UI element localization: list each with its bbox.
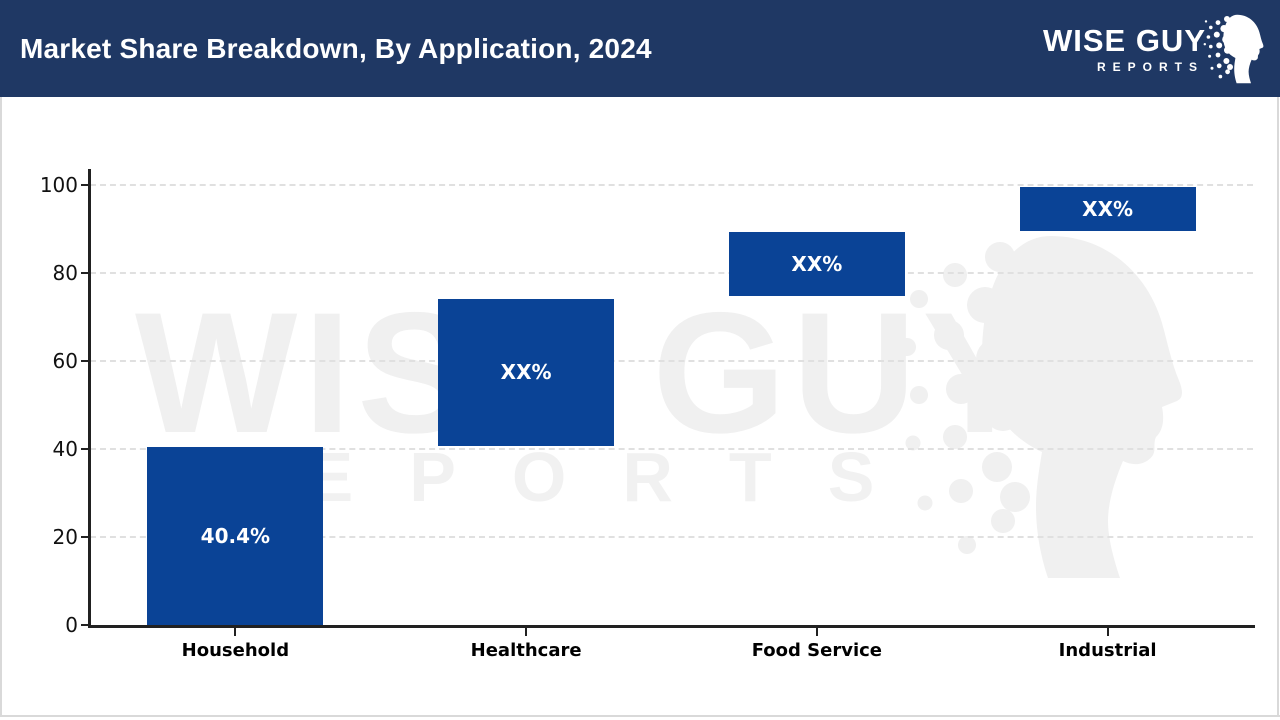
grid-line bbox=[90, 184, 1253, 187]
frame-border-bottom bbox=[0, 715, 1280, 717]
logo-head-icon bbox=[1203, 14, 1264, 84]
y-tick-mark bbox=[81, 272, 89, 275]
bar-value-label: 40.4% bbox=[200, 524, 271, 549]
bar-value-label: XX% bbox=[791, 252, 843, 277]
grid-line bbox=[90, 536, 1253, 539]
x-category-label: Food Service bbox=[751, 640, 883, 661]
page-title: Market Share Breakdown, By Application, … bbox=[20, 32, 652, 64]
x-tick-mark bbox=[525, 628, 528, 636]
y-tick-label: 40 bbox=[52, 437, 78, 462]
x-tick-mark bbox=[234, 628, 237, 636]
y-tick-mark bbox=[81, 360, 89, 363]
y-tick-mark bbox=[81, 184, 89, 187]
y-tick-label: 100 bbox=[39, 173, 78, 198]
y-tick-mark bbox=[81, 624, 89, 626]
plot-area: 40.4% XX% XX% XX% bbox=[90, 170, 1253, 625]
chart-area: 40.4% XX% XX% XX% 0 20 40 60 80 100 Household Hea… bbox=[0, 97, 1280, 717]
bar-value-label: XX% bbox=[500, 360, 552, 385]
grid-line bbox=[90, 448, 1253, 451]
header-bar: Market Share Breakdown, By Application, … bbox=[0, 0, 1280, 97]
bar: XX% bbox=[1019, 187, 1196, 232]
y-axis-line bbox=[88, 169, 91, 628]
wise-guy-logo: WISE GUY REPORTS bbox=[1043, 8, 1266, 90]
x-tick-mark bbox=[1106, 628, 1109, 636]
grid-line bbox=[90, 272, 1253, 275]
y-tick-label: 0 bbox=[65, 613, 78, 637]
y-tick-mark bbox=[81, 536, 89, 539]
y-tick-label: 20 bbox=[52, 525, 78, 550]
x-category-label: Household bbox=[181, 640, 290, 661]
bar-value-label: XX% bbox=[1082, 197, 1134, 222]
bar: 40.4% bbox=[147, 447, 324, 625]
x-category-label: Healthcare bbox=[470, 640, 582, 661]
x-category-label: Industrial bbox=[1058, 640, 1157, 661]
grid-line bbox=[90, 360, 1253, 363]
logo-wiseguy-text: WISE GUY bbox=[1042, 22, 1206, 58]
bar: XX% bbox=[728, 232, 905, 296]
logo-reports-text: REPORTS bbox=[1096, 59, 1204, 74]
frame-border-left bbox=[0, 97, 2, 717]
x-tick-mark bbox=[815, 628, 818, 636]
logo-text: WISE GUY REPORTS bbox=[1043, 25, 1206, 74]
y-tick-mark bbox=[81, 448, 89, 451]
x-axis-line bbox=[88, 625, 1255, 628]
y-tick-label: 80 bbox=[52, 261, 78, 286]
bar: XX% bbox=[438, 298, 615, 446]
y-tick-label: 60 bbox=[52, 349, 78, 374]
frame-border-right bbox=[1277, 97, 1279, 717]
